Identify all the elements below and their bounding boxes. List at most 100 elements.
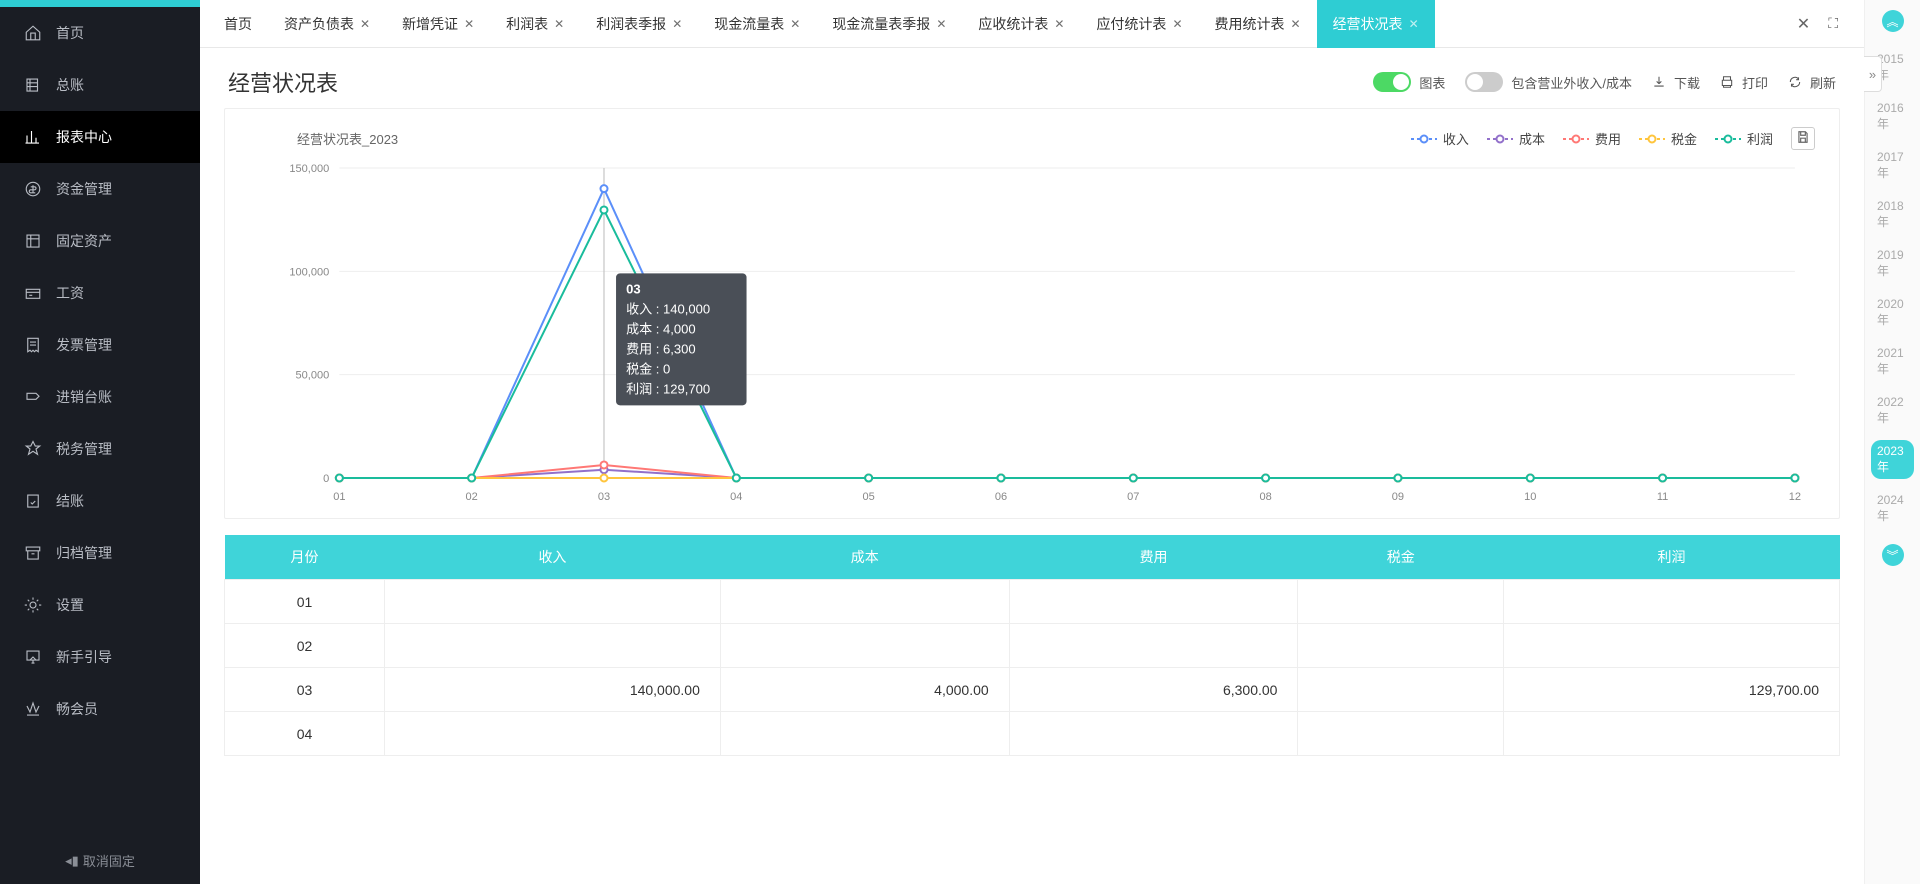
tab-8[interactable]: 应付统计表✕ [1080,0,1198,48]
year-rail: » ︽ 2015年2016年2017年2018年2019年2020年2021年2… [1864,0,1920,884]
download-button[interactable]: 下载 [1652,73,1700,92]
fullscreen-icon[interactable]: ⛶ [1828,15,1838,32]
sidebar-accent-bar [0,0,200,7]
tab-close-icon[interactable]: ✕ [554,17,564,31]
sidebar: 首页总账报表中心资金管理固定资产工资发票管理进销台账税务管理结账归档管理设置新手… [0,0,200,884]
tab-close-icon[interactable]: ✕ [1172,17,1182,31]
svg-text:50,000: 50,000 [296,370,330,382]
print-button[interactable]: 打印 [1720,73,1768,92]
legend-item-3[interactable]: 税金 [1639,129,1697,148]
tab-close-icon[interactable]: ✕ [1054,17,1064,31]
sidebar-unpin[interactable]: ◂▮ 取消固定 [0,837,200,884]
sidebar-item-label: 固定资产 [56,231,112,251]
sidebar-item-9[interactable]: 结账 [0,475,200,527]
svg-text:税金 : 0: 税金 : 0 [626,361,670,376]
legend-swatch-icon [1411,134,1437,144]
chart-title: 经营状况表_2023 [297,129,398,148]
svg-text:收入 : 140,000: 收入 : 140,000 [626,301,710,316]
tab-close-icon[interactable]: ✕ [464,17,474,31]
tab-6[interactable]: 现金流量表季报✕ [816,0,962,48]
download-label: 下载 [1674,73,1700,92]
toggle-chart-switch[interactable] [1373,72,1411,92]
year-scroll-up[interactable]: ︽ [1882,10,1904,32]
tabbar: 首页资产负债表✕新增凭证✕利润表✕利润表季报✕现金流量表✕现金流量表季报✕应收统… [200,0,1864,48]
year-item-2[interactable]: 2017年 [1871,146,1914,185]
tab-close-icon[interactable]: ✕ [936,17,946,31]
sidebar-item-5[interactable]: 工资 [0,267,200,319]
refresh-button[interactable]: 刷新 [1788,73,1836,92]
year-scroll-down[interactable]: ︾ [1882,544,1904,566]
year-rail-collapse[interactable]: » [1864,56,1882,92]
sidebar-item-2[interactable]: 报表中心 [0,111,200,163]
toggle-chart-label: 图表 [1419,73,1445,92]
legend-item-0[interactable]: 收入 [1411,129,1469,148]
tax-icon [24,440,42,458]
tab-5[interactable]: 现金流量表✕ [698,0,816,48]
tab-3[interactable]: 利润表✕ [490,0,580,48]
legend-item-1[interactable]: 成本 [1487,129,1545,148]
tab-4[interactable]: 利润表季报✕ [580,0,698,48]
sidebar-item-8[interactable]: 税务管理 [0,423,200,475]
year-item-4[interactable]: 2019年 [1871,244,1914,283]
tab-9[interactable]: 费用统计表✕ [1199,0,1317,48]
year-item-9[interactable]: 2024年 [1871,489,1914,528]
sidebar-spacer [0,735,200,837]
sidebar-unpin-label: 取消固定 [83,851,135,870]
tab-7[interactable]: 应收统计表✕ [962,0,1080,48]
chart-plot[interactable]: 050,000100,000150,0000102030405060708091… [249,158,1815,508]
table-row[interactable]: 01 [225,580,1840,624]
invoice-icon [24,336,42,354]
table-header-row: 月份收入成本费用税金利润 [225,535,1840,580]
table-row[interactable]: 02 [225,624,1840,668]
table-row[interactable]: 04 [225,712,1840,756]
tab-2[interactable]: 新增凭证 ✕ [386,0,490,48]
archive-icon [24,544,42,562]
sidebar-item-13[interactable]: 畅会员 [0,683,200,735]
year-item-5[interactable]: 2020年 [1871,293,1914,332]
year-item-1[interactable]: 2016年 [1871,97,1914,136]
tab-close-icon[interactable]: ✕ [1409,17,1419,31]
sidebar-item-6[interactable]: 发票管理 [0,319,200,371]
sidebar-item-4[interactable]: 固定资产 [0,215,200,267]
tabbar-right: ✕ ⛶ [1779,14,1856,34]
sidebar-item-3[interactable]: 资金管理 [0,163,200,215]
chart-header: 经营状况表_2023 收入成本费用税金利润 [249,127,1815,150]
toggle-extra-switch[interactable] [1465,72,1503,92]
tab-0[interactable]: 首页 [208,0,268,48]
table-cell-income [385,624,721,668]
sidebar-item-0[interactable]: 首页 [0,7,200,59]
year-item-8[interactable]: 2023年 [1871,440,1914,479]
sidebar-item-11[interactable]: 设置 [0,579,200,631]
close-all-icon[interactable]: ✕ [1797,14,1810,34]
tab-close-icon[interactable]: ✕ [790,17,800,31]
legend-item-4[interactable]: 利润 [1715,129,1773,148]
table-cell-expense [1009,580,1298,624]
table-row[interactable]: 03140,000.004,000.006,300.00129,700.00 [225,668,1840,712]
home-icon [24,24,42,42]
sidebar-item-7[interactable]: 进销台账 [0,371,200,423]
year-item-3[interactable]: 2018年 [1871,195,1914,234]
sidebar-item-label: 工资 [56,283,84,303]
tab-1[interactable]: 资产负债表✕ [268,0,386,48]
sidebar-item-1[interactable]: 总账 [0,59,200,111]
table-cell-expense [1009,712,1298,756]
table-cell-cost: 4,000.00 [720,668,1009,712]
table-col-5: 利润 [1504,535,1840,580]
download-icon [1652,75,1666,89]
tab-label: 新增凭证 [402,14,458,34]
sidebar-item-10[interactable]: 归档管理 [0,527,200,579]
legend-item-2[interactable]: 费用 [1563,129,1621,148]
toggle-extra[interactable]: 包含营业外收入/成本 [1465,72,1632,92]
sidebar-item-12[interactable]: 新手引导 [0,631,200,683]
toggle-chart[interactable]: 图表 [1373,72,1445,92]
year-item-7[interactable]: 2022年 [1871,391,1914,430]
table-cell-month: 03 [225,668,385,712]
chart-save-icon[interactable] [1791,127,1815,150]
year-item-6[interactable]: 2021年 [1871,342,1914,381]
body-scroll[interactable]: 经营状况表_2023 收入成本费用税金利润 050,000100,000150,… [200,108,1864,884]
table-cell-profit [1504,580,1840,624]
tab-close-icon[interactable]: ✕ [360,17,370,31]
tab-close-icon[interactable]: ✕ [1291,17,1301,31]
tab-10[interactable]: 经营状况表✕ [1317,0,1435,48]
tab-close-icon[interactable]: ✕ [672,17,682,31]
